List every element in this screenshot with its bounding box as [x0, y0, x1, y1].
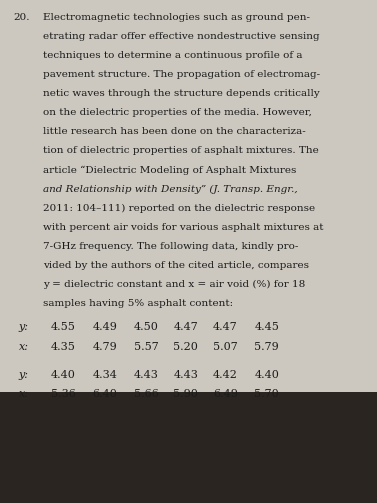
Text: and Relationship with Density” (J. Transp. Engr.,: and Relationship with Density” (J. Trans… [43, 185, 298, 194]
Text: 4.43: 4.43 [134, 370, 159, 380]
Text: techniques to determine a continuous profile of a: techniques to determine a continuous pro… [43, 51, 303, 60]
Text: 5.07: 5.07 [213, 342, 238, 352]
Text: Electromagnetic technologies such as ground pen-: Electromagnetic technologies such as gro… [43, 13, 310, 22]
Text: 4.79: 4.79 [92, 342, 117, 352]
Text: x:: x: [19, 389, 29, 399]
Text: 4.35: 4.35 [51, 342, 76, 352]
Text: 4.45: 4.45 [254, 322, 279, 332]
Text: pavement structure. The propagation of electromag-: pavement structure. The propagation of e… [43, 70, 320, 79]
Text: 2011: 104–111) reported on the dielectric response: 2011: 104–111) reported on the dielectri… [43, 204, 316, 213]
Text: y:: y: [19, 370, 29, 380]
Text: etrating radar offer effective nondestructive sensing: etrating radar offer effective nondestru… [43, 32, 320, 41]
Text: 5.90: 5.90 [173, 389, 198, 399]
Text: y = dielectric constant and x = air void (%) for 18: y = dielectric constant and x = air void… [43, 280, 306, 289]
Text: 5.66: 5.66 [134, 389, 159, 399]
Text: 5.36: 5.36 [51, 389, 76, 399]
Text: x:: x: [19, 342, 29, 352]
Text: little research has been done on the characteriza-: little research has been done on the cha… [43, 127, 306, 136]
Text: 4.55: 4.55 [51, 322, 76, 332]
Text: 4.34: 4.34 [92, 370, 117, 380]
Text: 4.49: 4.49 [92, 322, 117, 332]
Bar [0, 392, 377, 503]
Text: on the dielectric properties of the media. However,: on the dielectric properties of the medi… [43, 108, 312, 117]
Text: vided by the authors of the cited article, compares: vided by the authors of the cited articl… [43, 261, 310, 270]
Text: 4.43: 4.43 [173, 370, 198, 380]
Text: 4.50: 4.50 [134, 322, 159, 332]
Text: 6.49: 6.49 [213, 389, 238, 399]
Text: netic waves through the structure depends critically: netic waves through the structure depend… [43, 89, 320, 98]
Text: 4.40: 4.40 [254, 370, 279, 380]
Text: article “Dielectric Modeling of Asphalt Mixtures: article “Dielectric Modeling of Asphalt … [43, 165, 297, 175]
Text: y:: y: [19, 322, 29, 332]
Text: 5.79: 5.79 [254, 342, 279, 352]
Text: 20.: 20. [13, 13, 30, 22]
Text: tion of dielectric properties of asphalt mixtures. The: tion of dielectric properties of asphalt… [43, 146, 319, 155]
Text: 5.70: 5.70 [254, 389, 279, 399]
Text: 5.20: 5.20 [173, 342, 198, 352]
Bar [0, 0, 377, 392]
Text: with percent air voids for various asphalt mixtures at: with percent air voids for various aspha… [43, 223, 324, 232]
Text: 6.40: 6.40 [92, 389, 117, 399]
Text: 4.47: 4.47 [173, 322, 198, 332]
Text: 4.42: 4.42 [213, 370, 238, 380]
Text: 4.40: 4.40 [51, 370, 76, 380]
Text: 7-GHz frequency. The following data, kindly pro-: 7-GHz frequency. The following data, kin… [43, 242, 299, 251]
Text: 5.57: 5.57 [134, 342, 159, 352]
Text: 4.47: 4.47 [213, 322, 238, 332]
Text: samples having 5% asphalt content:: samples having 5% asphalt content: [43, 299, 233, 308]
